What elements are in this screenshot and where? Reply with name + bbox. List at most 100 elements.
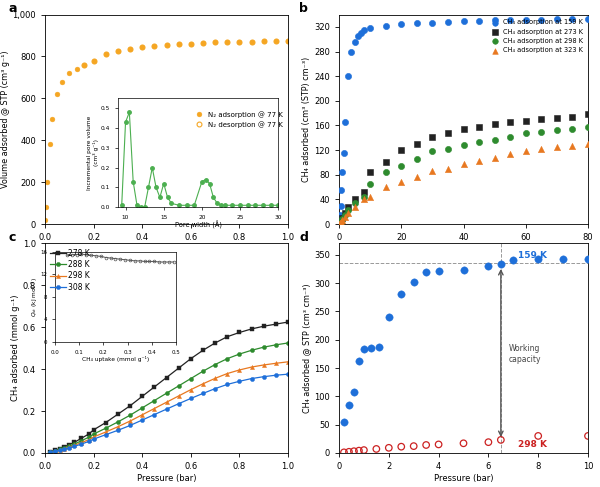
308 K xyxy=(248,375,255,381)
278 K xyxy=(46,449,53,455)
N₂ adsorption @ 77 K xyxy=(41,217,49,223)
308 K xyxy=(78,441,85,447)
308 K xyxy=(46,450,53,455)
N₂ adsorption @ 77 K xyxy=(284,38,292,44)
CH₄ adsorption at 159 K xyxy=(381,22,391,30)
Point xyxy=(434,441,443,449)
N₂ adsorption @ 77 K xyxy=(175,41,182,47)
N₂ desorption @ 77 K xyxy=(102,52,109,57)
CH₄ adsorption at 273 K xyxy=(336,217,346,225)
CH₄ adsorption at 298 K xyxy=(381,168,391,176)
CH₄ adsorption at 159 K xyxy=(521,16,530,23)
CH₄ adsorption at 159 K xyxy=(359,26,368,34)
308 K xyxy=(127,423,134,429)
288 K xyxy=(236,351,243,357)
N₂ desorption @ 77 K xyxy=(151,43,158,49)
CH₄ adsorption at 298 K xyxy=(568,125,577,132)
298 K xyxy=(139,412,146,418)
CH₄ adsorption at 159 K xyxy=(336,202,346,209)
288 K xyxy=(102,425,109,431)
CH₄ adsorption at 323 K xyxy=(335,220,345,227)
N₂ adsorption @ 77 K xyxy=(44,179,51,185)
CH₄ adsorption at 159 K xyxy=(335,217,344,225)
CH₄ adsorption at 273 K xyxy=(337,214,347,222)
CH₄ adsorption at 273 K xyxy=(428,132,437,140)
Point xyxy=(583,255,593,262)
N₂ desorption @ 77 K xyxy=(90,58,97,64)
N₂ desorption @ 77 K xyxy=(187,40,194,46)
278 K xyxy=(151,384,158,390)
CH₄ adsorption at 273 K xyxy=(381,159,391,167)
288 K xyxy=(78,438,85,444)
Point xyxy=(349,448,359,455)
CH₄ adsorption at 273 K xyxy=(490,120,499,128)
278 K xyxy=(114,411,121,417)
278 K xyxy=(212,340,219,346)
CH₄ adsorption at 323 K xyxy=(397,178,406,186)
CH₄ adsorption at 159 K xyxy=(337,168,347,176)
Point xyxy=(533,256,543,263)
288 K xyxy=(71,441,78,447)
278 K xyxy=(260,323,268,329)
Point xyxy=(359,345,368,353)
Point xyxy=(484,262,493,270)
N₂ desorption @ 77 K xyxy=(260,38,268,44)
N₂ adsorption @ 77 K xyxy=(212,39,219,45)
N₂ adsorption @ 77 K xyxy=(46,142,53,148)
298 K xyxy=(102,429,109,435)
288 K xyxy=(224,356,231,361)
Point xyxy=(349,388,359,395)
278 K xyxy=(284,319,292,325)
N₂ adsorption @ 77 K xyxy=(248,39,255,45)
288 K xyxy=(114,419,121,425)
CH₄ adsorption at 159 K xyxy=(412,19,422,27)
CH₄ adsorption at 273 K xyxy=(583,111,593,118)
CH₄ adsorption at 273 K xyxy=(397,146,406,154)
288 K xyxy=(212,362,219,368)
N₂ desorption @ 77 K xyxy=(163,42,170,48)
CH₄ adsorption at 159 K xyxy=(365,24,375,32)
288 K xyxy=(66,443,73,449)
Legend: N₂ adsorption @ 77 K, N₂ desorption @ 77 K: N₂ adsorption @ 77 K, N₂ desorption @ 77… xyxy=(191,110,284,129)
CH₄ adsorption at 323 K xyxy=(505,150,515,158)
278 K xyxy=(51,448,58,453)
CH₄ adsorption at 159 K xyxy=(339,150,349,157)
CH₄ adsorption at 323 K xyxy=(521,147,530,155)
Text: c: c xyxy=(8,231,16,244)
CH₄ adsorption at 298 K xyxy=(474,138,484,146)
CH₄ adsorption at 159 K xyxy=(568,15,577,23)
N₂ desorption @ 77 K xyxy=(127,46,134,52)
CH₄ adsorption at 159 K xyxy=(583,15,593,23)
N₂ adsorption @ 77 K xyxy=(53,91,61,97)
Text: d: d xyxy=(299,231,308,244)
CH₄ adsorption at 273 K xyxy=(412,140,422,148)
CH₄ adsorption at 159 K xyxy=(443,18,453,26)
CH₄ adsorption at 323 K xyxy=(536,145,546,153)
CH₄ adsorption at 323 K xyxy=(344,209,353,217)
Point xyxy=(339,449,349,456)
CH₄ adsorption at 323 K xyxy=(365,193,375,201)
278 K xyxy=(236,330,243,336)
298 K xyxy=(51,449,58,454)
CH₄ adsorption at 273 K xyxy=(552,114,562,122)
CH₄ adsorption at 159 K xyxy=(337,186,346,194)
Point xyxy=(459,266,469,274)
CH₄ adsorption at 323 K xyxy=(490,153,499,161)
278 K xyxy=(272,321,280,327)
Point xyxy=(367,344,376,352)
278 K xyxy=(71,439,78,445)
CH₄ adsorption at 298 K xyxy=(350,199,359,207)
CH₄ adsorption at 159 K xyxy=(474,17,484,25)
CH₄ adsorption at 273 K xyxy=(335,218,345,226)
CH₄ adsorption at 273 K xyxy=(344,204,353,211)
CH₄ adsorption at 323 K xyxy=(335,220,344,227)
N₂ adsorption @ 77 K xyxy=(224,39,231,45)
CH₄ adsorption at 298 K xyxy=(336,218,346,225)
CH₄ adsorption at 298 K xyxy=(490,136,499,144)
298 K xyxy=(61,446,68,451)
CH₄ adsorption at 298 K xyxy=(412,155,422,163)
278 K xyxy=(102,420,109,426)
Point xyxy=(409,442,418,450)
N₂ desorption @ 77 K xyxy=(248,39,255,45)
Point xyxy=(484,438,493,446)
